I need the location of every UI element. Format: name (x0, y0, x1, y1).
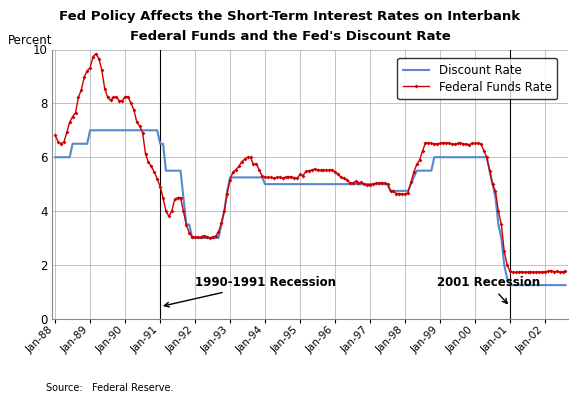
Federal Funds Rate (562, 269, 569, 274)
Federal Funds Rate (98, 68, 105, 72)
Discount Rate (52, 155, 59, 160)
Discount Rate (86, 128, 93, 133)
Discount Rate (562, 283, 569, 287)
Federal Funds Rate (92, 51, 99, 56)
Discount Rate (98, 128, 105, 133)
Discount Rate (343, 182, 350, 187)
Federal Funds Rate (52, 133, 59, 137)
Text: Source:   Federal Reserve.: Source: Federal Reserve. (46, 383, 174, 393)
Line: Federal Funds Rate: Federal Funds Rate (54, 52, 567, 274)
Discount Rate (533, 283, 540, 287)
Federal Funds Rate (75, 95, 82, 99)
Legend: Discount Rate, Federal Funds Rate: Discount Rate, Federal Funds Rate (397, 58, 557, 99)
Text: Federal Funds and the Fed's Discount Rate: Federal Funds and the Fed's Discount Rat… (129, 30, 451, 43)
Federal Funds Rate (224, 191, 231, 196)
Discount Rate (139, 128, 146, 133)
Text: Percent: Percent (8, 34, 53, 47)
Federal Funds Rate (512, 270, 519, 275)
Text: 2001 Recession: 2001 Recession (437, 276, 541, 303)
Text: Fed Policy Affects the Short-Term Interest Rates on Interbank: Fed Policy Affects the Short-Term Intere… (59, 10, 521, 23)
Federal Funds Rate (343, 177, 350, 182)
Federal Funds Rate (533, 270, 540, 274)
Discount Rate (75, 141, 82, 146)
Line: Discount Rate: Discount Rate (55, 130, 566, 285)
Discount Rate (224, 188, 231, 193)
Text: 1990-1991 Recession: 1990-1991 Recession (164, 276, 336, 307)
Discount Rate (506, 283, 513, 287)
Federal Funds Rate (139, 130, 146, 135)
